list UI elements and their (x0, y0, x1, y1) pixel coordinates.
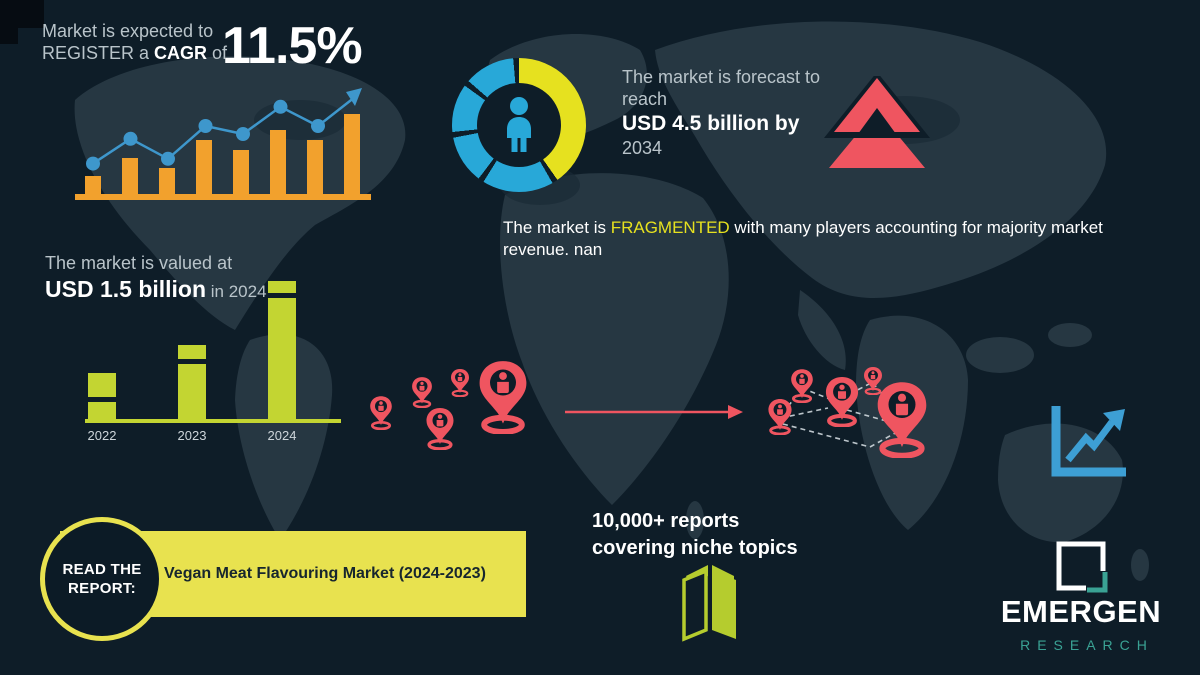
location-pin-icon (425, 408, 455, 450)
cagr-line1: Market is expected to (42, 21, 214, 41)
valuation-year-label: 2024 (267, 428, 297, 443)
forecast-line1: The market is forecast to (622, 67, 821, 87)
fragment-pre: The market is (503, 218, 611, 237)
cagr-bar (122, 158, 138, 194)
valuation-bar (88, 373, 116, 419)
flow-arrow-icon (565, 405, 743, 419)
fragment-post: with many players accounting for majorit… (503, 218, 1103, 259)
forecast-value-suffix: by (769, 112, 800, 135)
valuation-suffix: in 2024 (206, 282, 267, 301)
cagr-bar (307, 140, 323, 194)
brand-logo-square (1056, 541, 1109, 596)
forecast-line2: reach (622, 89, 668, 109)
cagr-trend-chart (75, 82, 375, 202)
person-icon (507, 97, 531, 152)
valuation-block: The market is valued at USD 1.5 billion … (45, 252, 267, 307)
location-pin-icon (826, 377, 858, 426)
valuation-line1: The market is valued at (45, 253, 233, 273)
location-pin-icon (878, 382, 927, 456)
forecast-year: 2034 (622, 138, 663, 158)
valuation-chart-baseline (85, 419, 341, 423)
cagr-bar (196, 140, 212, 194)
cagr-bar (270, 130, 286, 194)
cagr-chart-baseline (75, 194, 371, 200)
cagr-trend-line (86, 88, 362, 171)
valuation-year-label: 2022 (87, 428, 117, 443)
open-book-icon (682, 565, 736, 642)
location-pin-icon (480, 361, 527, 432)
brand-tagline: RESEARCH (1020, 637, 1154, 653)
location-pin-icon (863, 367, 883, 395)
cagr-bar (344, 114, 360, 194)
fragment-highlight: FRAGMENTED (610, 218, 730, 237)
location-pin-icon (767, 399, 793, 435)
location-pin-icon (369, 396, 393, 430)
valuation-bar (268, 281, 296, 419)
valuation-year-label: 2023 (177, 428, 207, 443)
donut-hole (477, 83, 561, 167)
promo-line2: covering niche topics (592, 537, 798, 559)
forecast-value: USD 4.5 billion (622, 112, 770, 135)
reports-promo: 10,000+ reports covering niche topics (592, 508, 798, 562)
valuation-bar (178, 345, 206, 419)
cagr-keyword: CAGR (154, 43, 208, 63)
promo-line1: 10,000+ reports (592, 510, 740, 532)
location-pin-icon (450, 369, 470, 397)
read-report-button[interactable]: READ THE REPORT: (40, 517, 164, 641)
valuation-value: USD 1.5 billion (45, 276, 207, 302)
brand-name: EMERGEN (1000, 594, 1162, 629)
cagr-headline: Market is expected to REGISTER a CAGR of (42, 20, 227, 64)
forecast-block: The market is forecast to reach USD 4.5 … (622, 66, 902, 159)
location-pin-icon (790, 369, 814, 403)
double-up-arrow-icon (824, 76, 930, 168)
trend-chart-icon (1051, 406, 1126, 477)
read-report-label: READ THE REPORT: (62, 561, 142, 597)
valuation-bar-chart: 2022 2023 2024 (85, 278, 385, 448)
cagr-bar (159, 168, 175, 194)
location-pin-icon (411, 377, 433, 408)
market-share-donut (452, 58, 586, 192)
fragmentation-statement: The market is FRAGMENTED with many playe… (503, 217, 1151, 261)
cagr-bar (85, 176, 101, 194)
cagr-value: 11.5% (222, 17, 363, 75)
cagr-line2-post: of (207, 43, 228, 63)
report-title: Vegan Meat Flavouring Market (2024-2023) (164, 565, 486, 582)
cagr-line2-pre: REGISTER a (42, 43, 155, 63)
cagr-bar (233, 150, 249, 194)
market-players-graphic (369, 352, 970, 492)
